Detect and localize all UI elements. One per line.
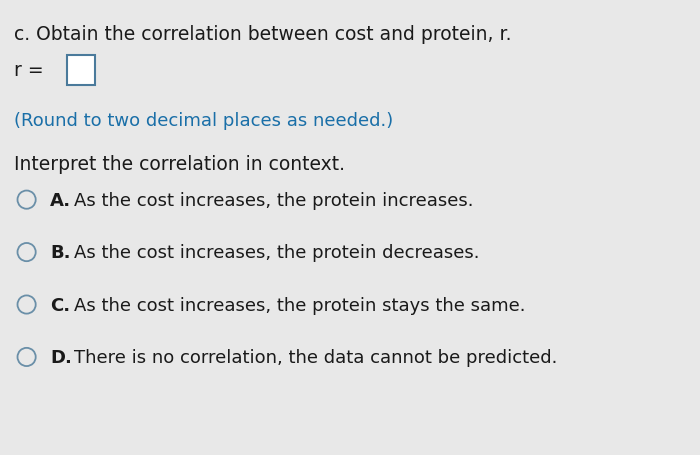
Bar xyxy=(66,56,94,86)
Text: B.: B. xyxy=(50,243,71,262)
Text: D.: D. xyxy=(50,348,72,366)
Ellipse shape xyxy=(18,243,36,262)
Text: A.: A. xyxy=(50,191,71,209)
Text: Interpret the correlation in context.: Interpret the correlation in context. xyxy=(14,155,345,174)
Text: C.: C. xyxy=(50,296,71,314)
Text: c. Obtain the correlation between cost and protein, r.: c. Obtain the correlation between cost a… xyxy=(14,25,512,44)
Text: As the cost increases, the protein increases.: As the cost increases, the protein incre… xyxy=(74,191,473,209)
Text: There is no correlation, the data cannot be predicted.: There is no correlation, the data cannot… xyxy=(74,348,557,366)
Ellipse shape xyxy=(18,191,36,209)
Ellipse shape xyxy=(18,348,36,366)
Text: r =: r = xyxy=(14,61,43,80)
Ellipse shape xyxy=(18,296,36,314)
Text: (Round to two decimal places as needed.): (Round to two decimal places as needed.) xyxy=(14,111,393,129)
Text: As the cost increases, the protein stays the same.: As the cost increases, the protein stays… xyxy=(74,296,525,314)
Text: As the cost increases, the protein decreases.: As the cost increases, the protein decre… xyxy=(74,243,479,262)
